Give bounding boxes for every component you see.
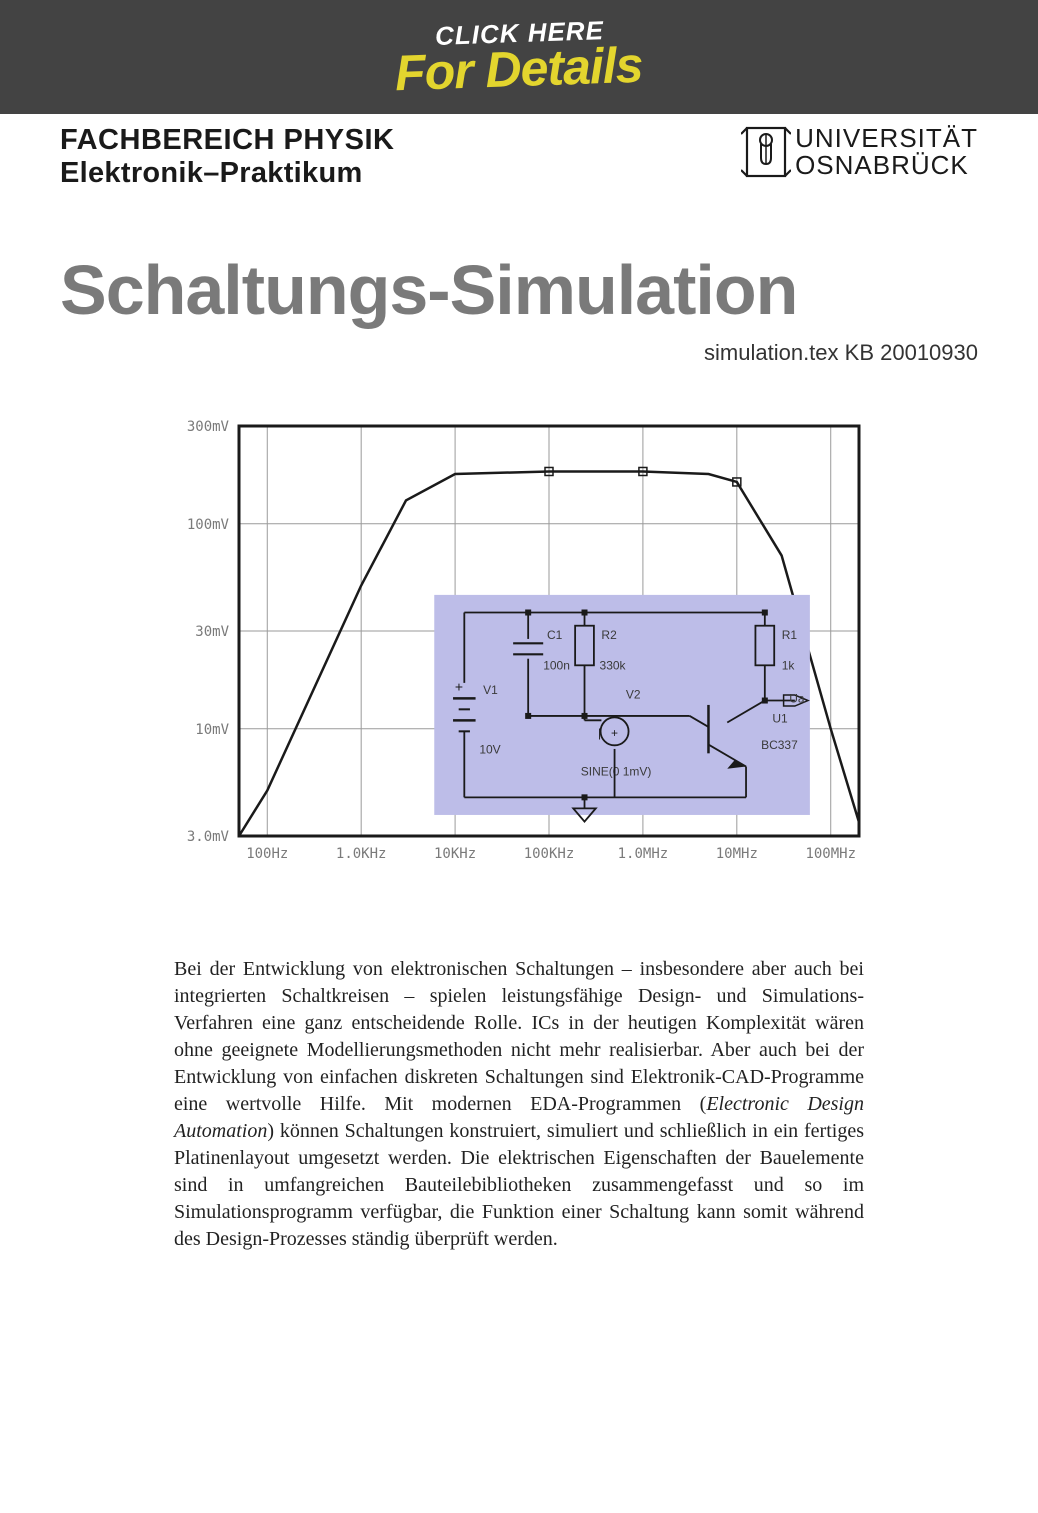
svg-text:R2: R2 [601, 628, 617, 642]
body-text-1: Bei der Entwicklung von elektronischen S… [174, 958, 864, 1115]
university-logo-block: UNIVERSITÄT OSNABRÜCK [741, 124, 978, 180]
svg-text:100n: 100n [543, 659, 570, 673]
header-left: FACHBEREICH PHYSIK Elektronik–Praktikum [60, 124, 395, 190]
svg-text:100KHz: 100KHz [524, 846, 575, 862]
svg-text:C1: C1 [547, 628, 563, 642]
svg-text:1.0MHz: 1.0MHz [618, 846, 669, 862]
university-line2: OSNABRÜCK [795, 152, 978, 179]
page-header: FACHBEREICH PHYSIK Elektronik–Praktikum … [60, 124, 978, 190]
svg-text:1.0KHz: 1.0KHz [336, 846, 387, 862]
svg-text:Ua: Ua [789, 692, 805, 706]
svg-text:10MHz: 10MHz [716, 846, 758, 862]
frequency-response-chart: 100Hz 1.0KHz 10KHz 100KHz 1.0MHz 10MHz 100MHz 3… [159, 416, 879, 876]
svg-text:300mV: 300mV [187, 419, 230, 435]
svg-text:330k: 330k [600, 659, 627, 673]
svg-text:|: | [598, 726, 601, 740]
svg-text:+: + [455, 679, 463, 695]
svg-text:BC337: BC337 [761, 738, 798, 752]
svg-text:100mV: 100mV [187, 517, 230, 533]
svg-text:100Hz: 100Hz [246, 846, 288, 862]
svg-text:10mV: 10mV [195, 722, 229, 738]
body-paragraph: Bei der Entwicklung von elektronischen S… [174, 956, 864, 1253]
document-page: FACHBEREICH PHYSIK Elektronik–Praktikum … [0, 114, 1038, 1293]
svg-text:10KHz: 10KHz [434, 846, 476, 862]
university-line1: UNIVERSITÄT [795, 125, 978, 152]
promo-banner[interactable]: CLICK HERE For Details [0, 0, 1038, 114]
svg-text:100MHz: 100MHz [805, 846, 856, 862]
svg-text:SINE(0 1mV): SINE(0 1mV) [581, 764, 652, 778]
banner-line2: For Details [394, 40, 643, 99]
svg-text:U1: U1 [772, 712, 788, 726]
svg-text:3.0mV: 3.0mV [187, 829, 230, 845]
university-crest-icon [741, 124, 791, 180]
svg-text:R1: R1 [782, 628, 798, 642]
document-title: Schaltungs-Simulation [60, 250, 978, 330]
course-name: Elektronik–Praktikum [60, 157, 395, 190]
body-text-2: ) können Schaltungen konstruiert, simuli… [174, 1120, 864, 1250]
svg-text:30mV: 30mV [195, 624, 229, 640]
university-name: UNIVERSITÄT OSNABRÜCK [795, 125, 978, 180]
svg-text:V2: V2 [626, 687, 641, 701]
department-name: FACHBEREICH PHYSIK [60, 124, 395, 157]
svg-text:1k: 1k [782, 659, 796, 673]
svg-text:+: + [611, 726, 618, 740]
svg-text:V1: V1 [483, 683, 498, 697]
document-subtitle: simulation.tex KB 20010930 [60, 340, 978, 366]
svg-text:10V: 10V [479, 742, 500, 756]
